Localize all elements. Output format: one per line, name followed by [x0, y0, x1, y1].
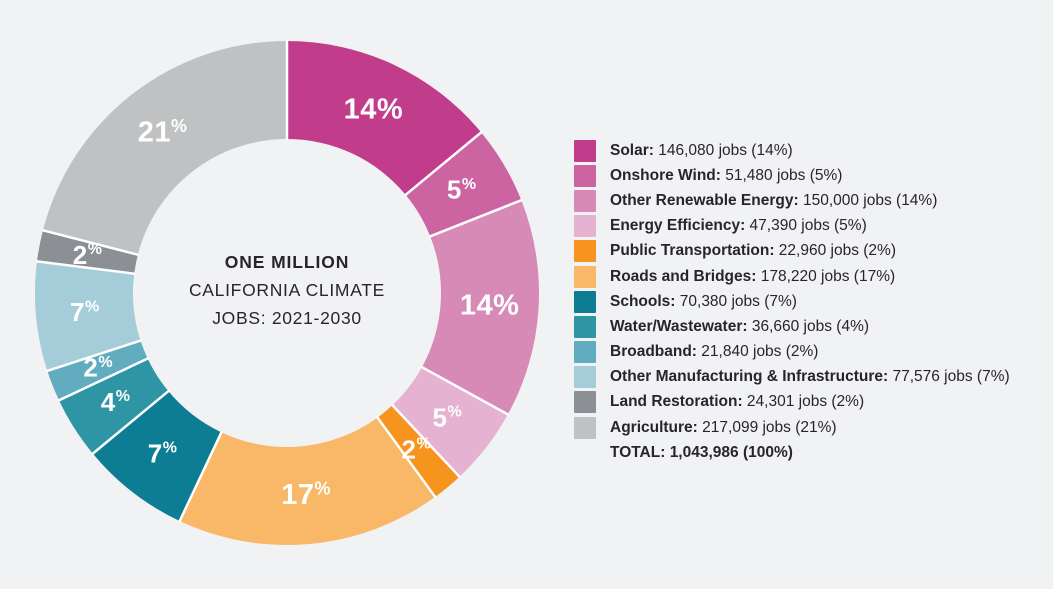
legend-label: Water/Wastewater: 36,660 jobs (4%)	[610, 317, 870, 335]
donut-slice-schools	[92, 391, 222, 522]
legend-swatch-solar	[574, 139, 596, 162]
legend-item-public-transportation: Public Transportation: 22,960 jobs (2%)	[574, 239, 1010, 264]
legend-swatch-other-renewable-energy	[574, 189, 596, 212]
slice-separator	[420, 365, 510, 416]
slice-separator	[41, 228, 140, 257]
slice-separator	[45, 339, 142, 373]
donut-slice-onshore-wind	[405, 132, 522, 237]
legend-label: Onshore Wind: 51,480 jobs (5%)	[610, 166, 843, 184]
donut-slice-energy-efficiency	[392, 367, 508, 477]
legend-swatch-broadband	[574, 341, 596, 364]
legend-label: Broadband: 21,840 jobs (2%)	[610, 343, 819, 361]
slice-label-water-wastewater: 4%	[101, 387, 131, 417]
legend-item-schools: Schools: 70,380 jobs (7%)	[574, 289, 1010, 314]
slice-label-agriculture: 21%	[138, 116, 188, 148]
donut-svg: 14%5%14%5%2%17%7%4%2%7%2%21%	[34, 40, 540, 545]
slice-label-other-manufacturing-infrastructure: 7%	[70, 297, 100, 327]
legend-swatch-roads-and-bridges	[574, 265, 596, 288]
legend-swatch-agriculture	[574, 416, 596, 439]
donut-slice-roads-and-bridges	[179, 417, 436, 545]
legend-total-row: TOTAL: 1,043,986 (100%)	[574, 440, 1010, 465]
legend-item-other-manufacturing-infrastructure: Other Manufacturing & Infrastructure: 77…	[574, 365, 1010, 390]
legend-swatch-land-restoration	[574, 391, 596, 414]
slice-separator	[178, 430, 223, 523]
donut-slice-broadband	[47, 340, 148, 401]
donut-slice-other-renewable-energy	[421, 200, 540, 415]
slice-separator	[404, 130, 483, 197]
legend-label: Public Transportation: 22,960 jobs (2%)	[610, 242, 896, 260]
donut-slice-public-transportation	[377, 405, 460, 497]
donut-chart: 14% 5% 14% 5% 2% 17% 7% 4% 2% 7% 2% 21% ONE MILLION…	[34, 40, 540, 545]
slice-label-schools: 7%	[148, 438, 178, 468]
legend-item-energy-efficiency: Energy Efficiency: 47,390 jobs (5%)	[574, 214, 1010, 239]
slice-label-public-transportation: 2%	[402, 434, 432, 464]
slice-separator	[428, 198, 523, 238]
legend-label: Other Manufacturing & Infrastructure: 77…	[610, 368, 1010, 386]
legend-swatch-other-manufacturing-infrastructure	[574, 366, 596, 389]
legend-item-roads-and-bridges: Roads and Bridges: 178,220 jobs (17%)	[574, 264, 1010, 289]
legend-total-label: TOTAL: 1,043,986 (100%)	[610, 443, 793, 461]
legend-swatch-energy-efficiency	[574, 215, 596, 238]
legend-item-land-restoration: Land Restoration: 24,301 jobs (2%)	[574, 390, 1010, 415]
slice-separator	[35, 260, 136, 276]
slice-label-land-restoration: 2%	[73, 240, 103, 270]
slice-separator	[390, 403, 462, 479]
legend-label: Other Renewable Energy: 150,000 jobs (14…	[610, 191, 938, 209]
slice-label-broadband: 2%	[83, 353, 113, 383]
legend-item-agriculture: Agriculture: 217,099 jobs (21%)	[574, 415, 1010, 440]
legend-total-spacer	[574, 442, 596, 464]
slice-separator	[375, 416, 437, 499]
donut-slice-solar	[287, 41, 482, 195]
donut-slice-other-manufacturing-infrastructure	[34, 261, 141, 371]
slice-label-onshore-wind: 5%	[447, 175, 477, 205]
legend-swatch-public-transportation	[574, 240, 596, 263]
legend-item-other-renewable-energy: Other Renewable Energy: 150,000 jobs (14…	[574, 188, 1010, 213]
legend-swatch-onshore-wind	[574, 164, 596, 187]
slice-separator	[57, 357, 150, 402]
donut-slice-land-restoration	[36, 230, 138, 274]
legend-label: Roads and Bridges: 178,220 jobs (17%)	[610, 267, 896, 285]
legend: Solar: 146,080 jobs (14%) Onshore Wind: 5…	[574, 138, 1010, 465]
legend-label: Agriculture: 217,099 jobs (21%)	[610, 418, 837, 436]
legend-item-water-wastewater: Water/Wastewater: 36,660 jobs (4%)	[574, 314, 1010, 339]
donut-slice-water-wastewater	[58, 358, 169, 454]
slice-label-roads-and-bridges: 17%	[281, 479, 331, 511]
slice-label-energy-efficiency: 5%	[433, 402, 463, 432]
legend-swatch-water-wastewater	[574, 315, 596, 338]
donut-slice-agriculture	[42, 40, 288, 255]
legend-swatch-schools	[574, 290, 596, 313]
legend-label: Solar: 146,080 jobs (14%)	[610, 141, 793, 159]
legend-item-onshore-wind: Onshore Wind: 51,480 jobs (5%)	[574, 163, 1010, 188]
legend-label: Energy Efficiency: 47,390 jobs (5%)	[610, 217, 867, 235]
legend-item-solar: Solar: 146,080 jobs (14%)	[574, 138, 1010, 163]
legend-label: Schools: 70,380 jobs (7%)	[610, 292, 797, 310]
slice-label-other-renewable-energy: 14%	[460, 290, 520, 322]
legend-item-broadband: Broadband: 21,840 jobs (2%)	[574, 340, 1010, 365]
slice-separator	[91, 389, 170, 456]
slice-label-solar: 14%	[344, 93, 404, 125]
legend-label: Land Restoration: 24,301 jobs (2%)	[610, 393, 865, 411]
